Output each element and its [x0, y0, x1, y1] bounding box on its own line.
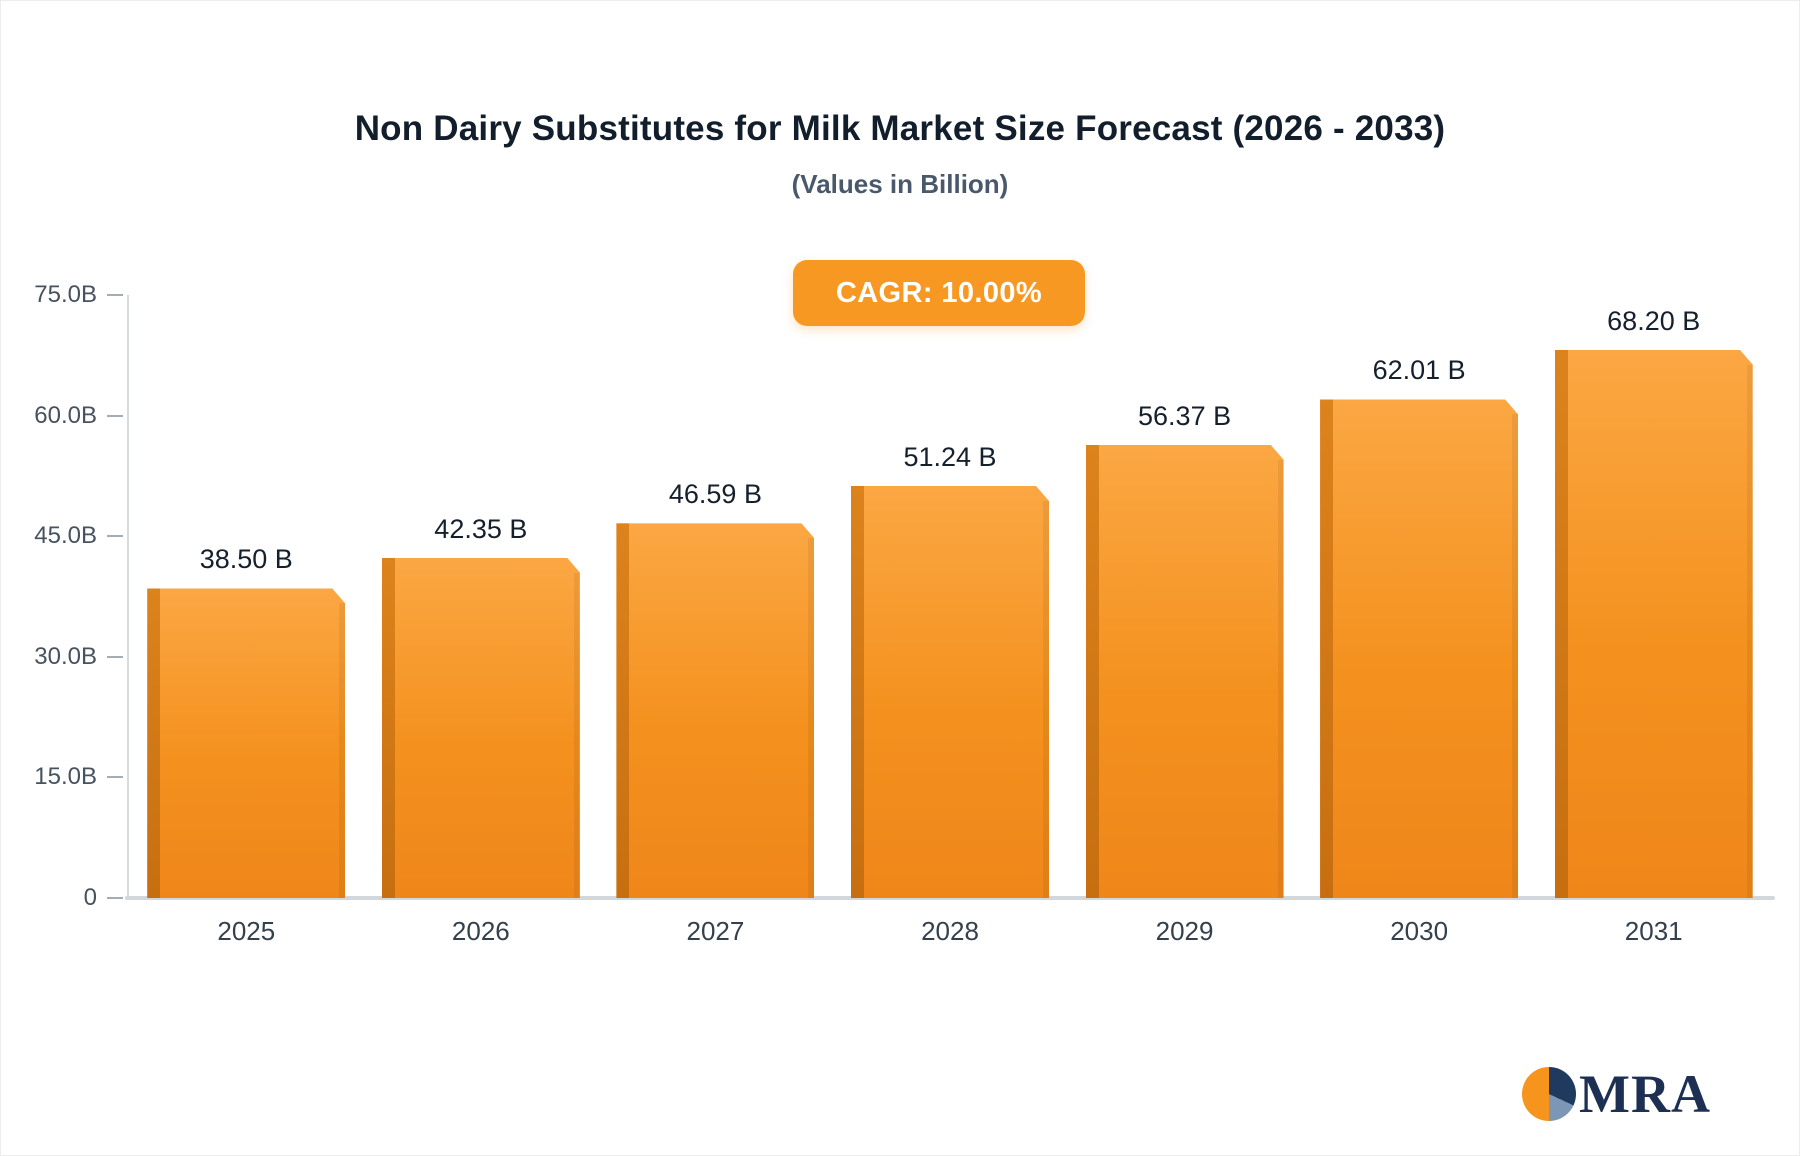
bar-value-label: 56.37 B	[1138, 400, 1232, 431]
bar	[382, 558, 580, 898]
y-tick-mark	[107, 535, 123, 538]
y-tick-label: 15.0B	[34, 763, 97, 791]
x-axis-label: 2031	[1624, 916, 1683, 946]
bar	[1320, 399, 1518, 898]
y-axis-line	[127, 295, 129, 898]
chart-title: Non Dairy Substitutes for Milk Market Si…	[354, 109, 1446, 148]
bar-value-label: 68.20 B	[1607, 305, 1701, 336]
bar	[1555, 350, 1753, 898]
bar	[851, 486, 1049, 898]
bar	[616, 523, 814, 898]
cagr-badge: CAGR: 10.00%	[793, 260, 1085, 326]
x-axis-label: 2029	[1155, 916, 1214, 946]
bar-value-label: 38.50 B	[199, 544, 293, 575]
mra-logo-pie-icon	[1522, 1067, 1577, 1121]
y-tick-mark	[107, 897, 123, 899]
y-tick-label: 45.0B	[34, 522, 97, 550]
y-tick-mark	[107, 776, 123, 779]
x-axis-label: 2030	[1390, 916, 1449, 946]
x-axis-label: 2028	[921, 916, 979, 946]
chart-subtitle: (Values in Billion)	[791, 169, 1009, 199]
y-tick-label: 75.0B	[34, 281, 97, 308]
x-axis-line	[125, 896, 1775, 900]
mra-logo-text: MRA	[1579, 1064, 1711, 1124]
x-axis-label: 2025	[217, 916, 276, 946]
bar-value-label: 42.35 B	[434, 513, 528, 544]
bar	[147, 588, 345, 898]
x-axis-label: 2026	[451, 916, 510, 946]
bar-value-label: 51.24 B	[903, 442, 997, 473]
mra-logo: MRA	[1522, 1067, 1711, 1121]
y-tick-mark	[107, 655, 123, 658]
y-tick-mark	[107, 294, 123, 296]
y-tick-label: 0	[83, 884, 97, 911]
bar-value-label: 62.01 B	[1372, 355, 1466, 386]
y-tick-mark	[107, 414, 123, 417]
bar-value-label: 46.59 B	[668, 479, 762, 510]
x-axis-label: 2027	[686, 916, 745, 946]
y-tick-label: 60.0B	[34, 401, 97, 429]
bar	[1086, 445, 1284, 898]
y-tick-label: 30.0B	[34, 642, 97, 670]
